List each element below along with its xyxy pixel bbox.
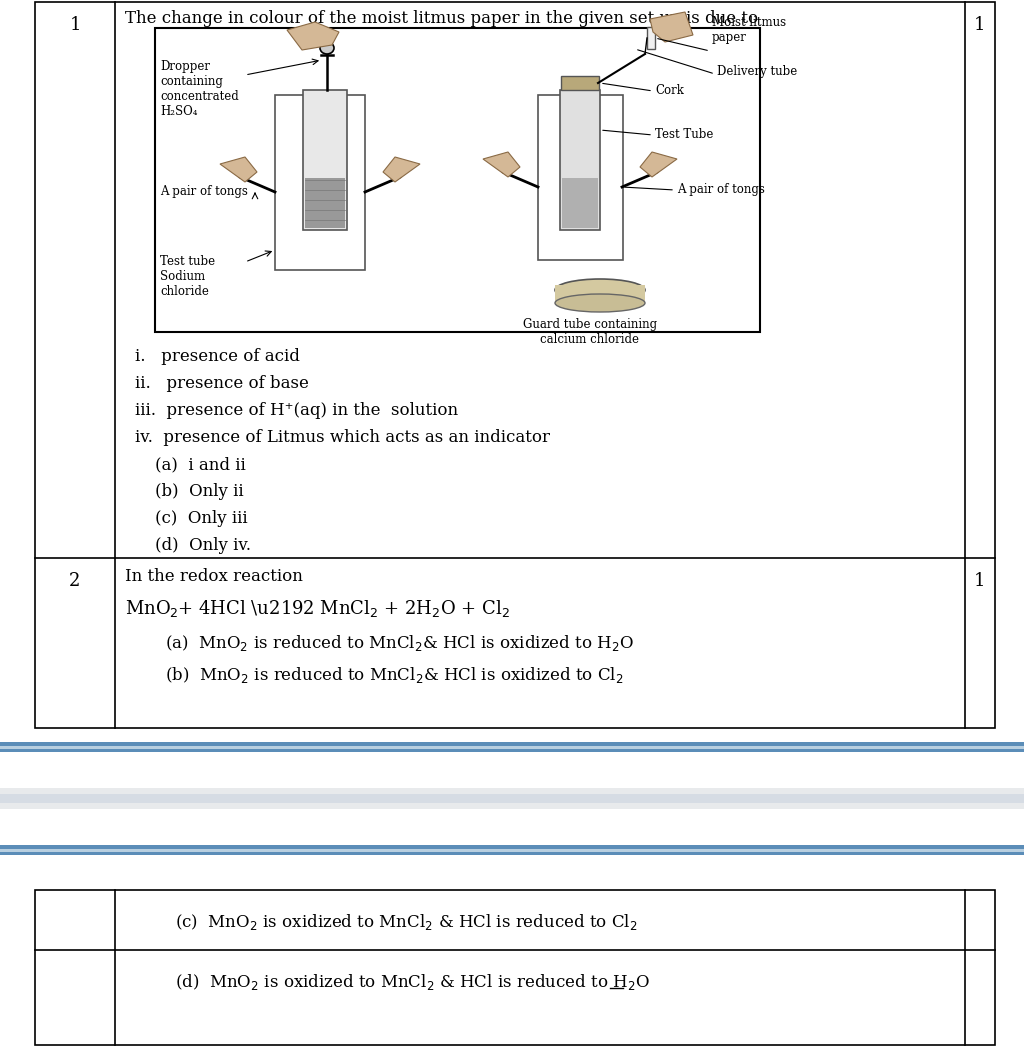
Text: 1: 1 [974,16,986,34]
Bar [305,178,345,228]
Text: Moist litmus
paper: Moist litmus paper [712,16,786,44]
Text: (d)  MnO$_2$ is oxidized to MnCl$_2$ & HCl is reduced to H$_2$O: (d) MnO$_2$ is oxidized to MnCl$_2$ & HC… [175,972,650,992]
Polygon shape [650,12,693,42]
Bar [555,285,645,303]
Text: Guard tube containing
calcium chloride: Guard tube containing calcium chloride [523,318,657,346]
Bar [303,90,347,230]
Text: iii.  presence of H⁺(aq) in the  solution: iii. presence of H⁺(aq) in the solution [135,402,458,419]
Bar [0,788,1024,794]
Polygon shape [640,152,677,177]
Text: (d)  Only iv.: (d) Only iv. [155,537,251,554]
Text: (c)  MnO$_2$ is oxidized to MnCl$_2$ & HCl is reduced to Cl$_2$: (c) MnO$_2$ is oxidized to MnCl$_2$ & HC… [175,912,638,932]
Polygon shape [220,157,257,181]
Text: (a)  MnO$_2$ is reduced to MnCl$_2$& HCl is oxidized to H$_2$O: (a) MnO$_2$ is reduced to MnCl$_2$& HCl … [165,633,634,652]
Text: In the redox reaction: In the redox reaction [125,568,303,585]
Bar [0,802,1024,809]
Text: A pair of tongs: A pair of tongs [677,184,765,196]
Text: 1: 1 [70,16,81,34]
Text: 1: 1 [974,572,986,590]
Ellipse shape [319,42,334,53]
Ellipse shape [555,294,645,312]
Text: + 4HCl \u2192 MnCl$_2$ + 2H$_2$O + Cl$_2$: + 4HCl \u2192 MnCl$_2$ + 2H$_2$O + Cl$_2… [172,598,510,619]
Text: ii.   presence of base: ii. presence of base [135,374,309,392]
Bar [0,852,1024,855]
Bar [561,76,599,90]
Text: (c)  Only iii: (c) Only iii [155,510,248,527]
Bar [0,849,1024,852]
Text: Cork: Cork [655,85,684,98]
Bar [0,794,1024,802]
Bar [155,28,760,331]
Bar [0,746,1024,749]
Text: i.   presence of acid: i. presence of acid [135,348,300,365]
Polygon shape [287,22,339,50]
Bar [35,890,995,1045]
Text: (b)  Only ii: (b) Only ii [155,483,244,500]
Text: 2: 2 [70,572,81,590]
Text: Delivery tube: Delivery tube [717,64,798,78]
Ellipse shape [555,279,645,301]
Text: iv.  presence of Litmus which acts as an indicator: iv. presence of Litmus which acts as an … [135,429,550,446]
Bar [35,2,995,728]
Bar [560,90,600,230]
Bar [562,178,598,228]
Bar [275,95,365,270]
Text: Test Tube: Test Tube [655,128,714,142]
Polygon shape [483,152,520,177]
Text: The change in colour of the moist litmus paper in the given set up is due to: The change in colour of the moist litmus… [125,10,758,27]
Bar [0,749,1024,752]
Text: A pair of tongs: A pair of tongs [160,186,248,198]
Text: Test tube
Sodium
chloride: Test tube Sodium chloride [160,255,215,298]
Bar [0,845,1024,849]
Text: (b)  MnO$_2$ is reduced to MnCl$_2$& HCl is oxidized to Cl$_2$: (b) MnO$_2$ is reduced to MnCl$_2$& HCl … [165,665,624,685]
Bar [538,95,623,260]
Text: (a)  i and ii: (a) i and ii [155,456,246,473]
Bar [647,27,655,49]
Text: Dropper
containing
concentrated
H₂SO₄: Dropper containing concentrated H₂SO₄ [160,60,239,117]
Polygon shape [383,157,420,181]
Text: MnO$_2$: MnO$_2$ [125,598,179,619]
Bar [0,742,1024,746]
